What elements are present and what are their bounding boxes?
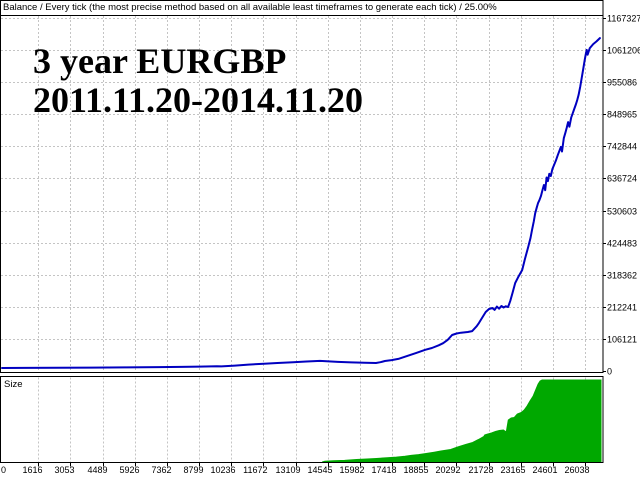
x-axis-label: 15982 bbox=[339, 465, 364, 475]
y-axis-label: 530603 bbox=[607, 207, 637, 217]
size-panel-label: Size bbox=[4, 379, 23, 390]
chart-caption-text: Balance / Every tick (the most precise m… bbox=[3, 2, 497, 13]
y-axis-label: 318362 bbox=[607, 271, 637, 281]
x-axis-label: 13109 bbox=[275, 465, 300, 475]
y-axis-label: 106121 bbox=[607, 335, 637, 345]
y-axis-label: 742844 bbox=[607, 142, 637, 152]
x-axis-label: 1616 bbox=[22, 465, 42, 475]
annotation-line1: 3 year EURGBP bbox=[33, 41, 287, 81]
x-axis-label: 21728 bbox=[468, 465, 493, 475]
x-axis-label: 17418 bbox=[371, 465, 396, 475]
x-axis-label: 14545 bbox=[307, 465, 332, 475]
size-panel-border bbox=[0, 376, 604, 463]
x-axis-label: 18855 bbox=[403, 465, 428, 475]
x-axis-label: 8799 bbox=[183, 465, 203, 475]
y-axis-label: 848965 bbox=[607, 110, 637, 120]
chart-annotation: 3 year EURGBP 2011.11.20-2014.11.20 bbox=[33, 42, 363, 120]
x-axis-label: 23165 bbox=[500, 465, 525, 475]
x-axis-label: 20292 bbox=[435, 465, 460, 475]
y-axis-label: 0 bbox=[607, 367, 612, 377]
x-axis-label: 3053 bbox=[54, 465, 74, 475]
x-axis-label: 5926 bbox=[119, 465, 139, 475]
x-axis-label: 10236 bbox=[210, 465, 235, 475]
x-axis-label: 7362 bbox=[151, 465, 171, 475]
chart-caption-bar: Balance / Every tick (the most precise m… bbox=[0, 0, 603, 16]
balance-line-series bbox=[1, 37, 601, 369]
y-axis-label: 1061206 bbox=[607, 46, 640, 56]
y-axis-label: 424483 bbox=[607, 239, 637, 249]
x-axis-label: 26038 bbox=[564, 465, 589, 475]
x-axis-label: 4489 bbox=[87, 465, 107, 475]
x-axis-label: 0 bbox=[1, 465, 6, 475]
annotation-line2: 2011.11.20-2014.11.20 bbox=[33, 80, 364, 120]
y-axis-label: 955086 bbox=[607, 78, 637, 88]
y-axis-label: 636724 bbox=[607, 174, 637, 184]
x-axis-label: 24601 bbox=[532, 465, 557, 475]
main-plot-border bbox=[0, 0, 604, 373]
x-axis-label: 11672 bbox=[243, 465, 267, 475]
size-bars-series bbox=[322, 379, 602, 463]
y-axis-label: 1167327 bbox=[607, 14, 640, 24]
y-axis-label: 212241 bbox=[607, 303, 637, 313]
